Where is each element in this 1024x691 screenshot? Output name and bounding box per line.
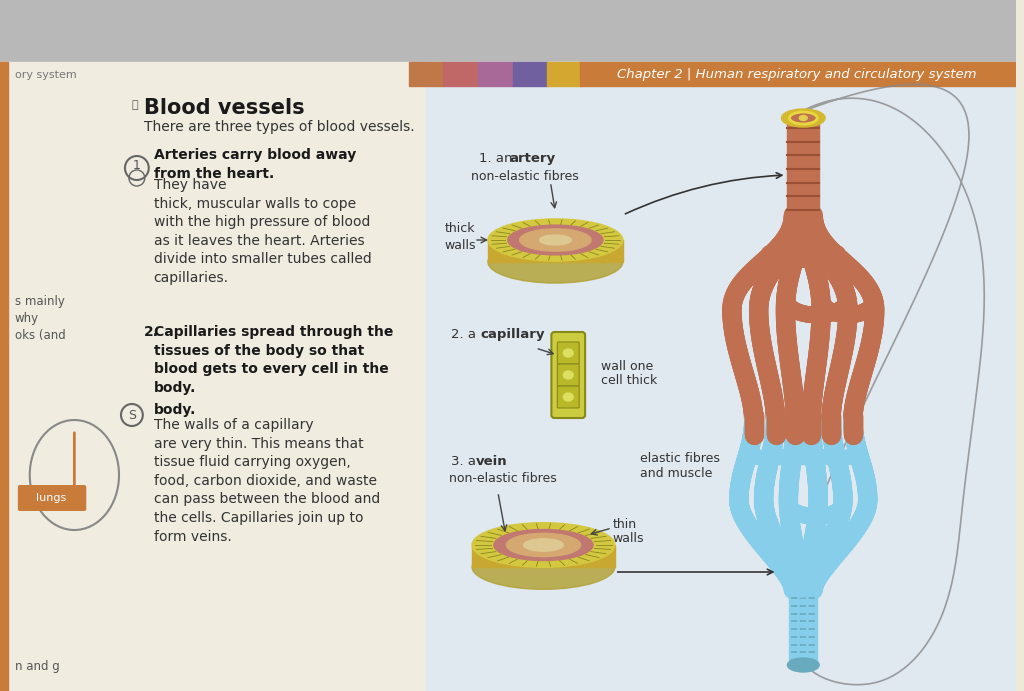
Text: artery: artery: [510, 152, 556, 165]
Text: 1. an: 1. an: [479, 152, 517, 165]
Bar: [0, 62, 8, 691]
Text: Arteries carry blood away
from the heart.: Arteries carry blood away from the heart…: [154, 148, 356, 181]
Bar: [790, 590, 817, 665]
Ellipse shape: [790, 112, 817, 124]
Text: cell thick: cell thick: [601, 374, 657, 387]
Text: 2.: 2.: [143, 325, 159, 339]
Text: They have
thick, muscular walls to cope
with the high pressure of blood
as it le: They have thick, muscular walls to cope …: [154, 178, 372, 285]
Ellipse shape: [787, 583, 819, 597]
Bar: [513, 62, 548, 86]
Ellipse shape: [508, 225, 603, 255]
Ellipse shape: [563, 349, 573, 357]
Text: 2. a: 2. a: [452, 328, 480, 341]
Text: There are three types of blood vessels.: There are three types of blood vessels.: [143, 120, 415, 134]
Ellipse shape: [563, 393, 573, 401]
Text: walls: walls: [444, 238, 476, 252]
Text: 1: 1: [133, 158, 140, 171]
Text: Chapter 2 | Human respiratory and circulatory system: Chapter 2 | Human respiratory and circul…: [616, 68, 976, 80]
Ellipse shape: [494, 529, 593, 560]
Text: 🏹: 🏹: [132, 100, 138, 110]
Bar: [478, 62, 513, 86]
Ellipse shape: [472, 545, 614, 589]
Text: Capillaries spread through the
tissues of the body so that
blood gets to every c: Capillaries spread through the tissues o…: [154, 325, 393, 395]
Text: walls: walls: [613, 532, 644, 545]
Ellipse shape: [563, 371, 573, 379]
Bar: [426, 62, 1016, 691]
Bar: [0, 0, 1016, 62]
Text: n and g: n and g: [15, 660, 59, 673]
Text: s mainly
why
oks (and: s mainly why oks (and: [15, 295, 66, 342]
Text: thin: thin: [613, 518, 637, 531]
Ellipse shape: [506, 533, 581, 557]
Text: S: S: [128, 408, 136, 422]
FancyBboxPatch shape: [557, 342, 580, 364]
Ellipse shape: [519, 229, 591, 251]
Text: wall one: wall one: [601, 360, 653, 373]
Ellipse shape: [523, 539, 563, 551]
Bar: [443, 62, 478, 86]
FancyBboxPatch shape: [557, 364, 580, 386]
Text: non-elastic fibres: non-elastic fibres: [471, 170, 579, 183]
Text: elastic fibres: elastic fibres: [640, 452, 720, 465]
Text: lungs: lungs: [37, 493, 67, 503]
FancyBboxPatch shape: [551, 332, 585, 418]
FancyBboxPatch shape: [17, 485, 86, 511]
Text: body.: body.: [154, 403, 196, 417]
Text: The walls of a capillary
are very thin. This means that
tissue fluid carrying ox: The walls of a capillary are very thin. …: [154, 418, 380, 544]
Text: vein: vein: [476, 455, 508, 468]
Ellipse shape: [787, 658, 819, 672]
Text: capillary: capillary: [480, 328, 545, 341]
Bar: [787, 118, 819, 215]
FancyBboxPatch shape: [557, 386, 580, 408]
Ellipse shape: [800, 115, 807, 120]
Bar: [472, 545, 614, 567]
Ellipse shape: [540, 235, 571, 245]
Ellipse shape: [472, 522, 614, 567]
Ellipse shape: [487, 219, 623, 261]
FancyArrowPatch shape: [71, 433, 79, 509]
Text: 3. a: 3. a: [452, 455, 480, 468]
Bar: [487, 240, 623, 262]
Ellipse shape: [487, 241, 623, 283]
Text: ory system: ory system: [15, 70, 77, 80]
Text: non-elastic fibres: non-elastic fibres: [450, 472, 557, 485]
Text: thick: thick: [444, 222, 475, 234]
Bar: [581, 62, 1016, 86]
Ellipse shape: [781, 109, 825, 127]
Text: and muscle: and muscle: [640, 467, 712, 480]
Bar: [548, 62, 582, 86]
Bar: [409, 62, 443, 86]
Text: Blood vessels: Blood vessels: [143, 98, 304, 118]
